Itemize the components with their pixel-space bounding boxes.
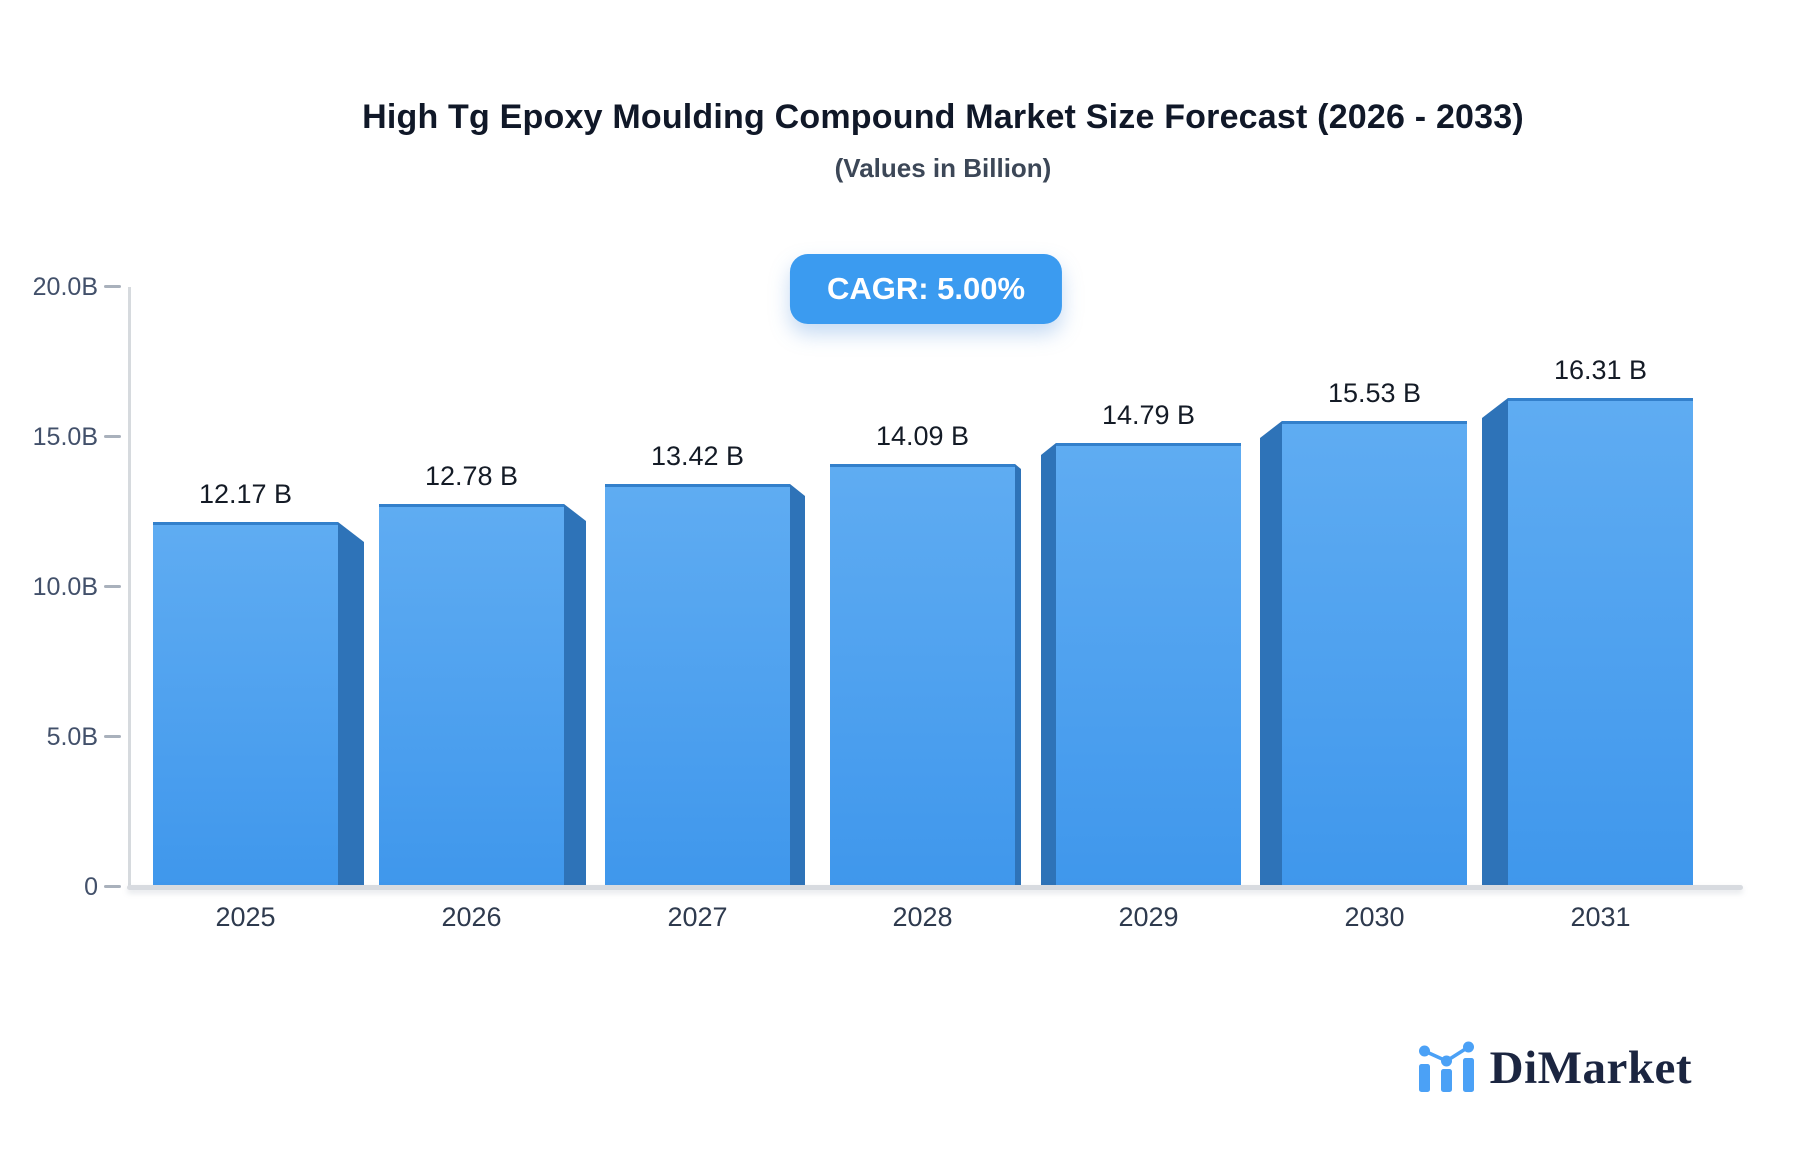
- bar-face: [830, 464, 1015, 887]
- bar-value-label: 15.53 B: [1327, 378, 1422, 408]
- dimarket-logo: DiMarket: [1415, 1040, 1692, 1096]
- bar-2029[interactable]: [1041, 443, 1241, 887]
- bar-side: [1015, 464, 1021, 887]
- bar-face: [1056, 443, 1241, 887]
- bar-side: [564, 504, 586, 887]
- logo-text: DiMarket: [1489, 1042, 1692, 1094]
- bar-2027[interactable]: [605, 484, 805, 887]
- x-axis-line: [127, 885, 1743, 890]
- x-axis-label: 2030: [1344, 902, 1405, 932]
- y-tick-label: 5.0B: [46, 723, 98, 751]
- bar-face: [605, 484, 790, 887]
- chart-title: High Tg Epoxy Moulding Compound Market S…: [362, 98, 1524, 136]
- bar-value-label: 12.78 B: [424, 461, 519, 491]
- bar-value-label: 14.79 B: [1101, 400, 1196, 430]
- bar-value-label: 14.09 B: [875, 421, 970, 451]
- bar-2030[interactable]: [1260, 421, 1467, 887]
- y-tick-label: 20.0B: [32, 273, 98, 301]
- x-axis-label: 2029: [1118, 902, 1179, 932]
- cagr-badge: CAGR: 5.00%: [789, 254, 1063, 324]
- x-axis-label: 2025: [215, 902, 276, 932]
- chart-header: High Tg Epoxy Moulding Compound Market S…: [86, 0, 1800, 184]
- y-tick-mark: [104, 585, 121, 588]
- bar-side: [790, 484, 805, 887]
- x-axis-label: 2028: [892, 902, 953, 932]
- bar-2026[interactable]: [379, 504, 586, 887]
- y-tick-label: 10.0B: [32, 573, 98, 601]
- bar-side: [1482, 398, 1508, 887]
- bar-side: [1041, 443, 1056, 887]
- x-axis-label: 2026: [441, 902, 502, 932]
- bar-2025[interactable]: [153, 522, 364, 887]
- x-axis-label: 2031: [1570, 902, 1631, 932]
- y-tick-mark: [104, 285, 121, 288]
- y-tick-label: 15.0B: [32, 423, 98, 451]
- y-axis-line: [128, 287, 131, 888]
- bar-value-label: 12.17 B: [198, 479, 293, 509]
- y-tick-mark: [104, 885, 121, 888]
- chart-subtitle: (Values in Billion): [834, 153, 1052, 183]
- bar-2031[interactable]: [1482, 398, 1693, 887]
- y-tick-mark: [104, 435, 121, 438]
- bar-2028[interactable]: [830, 464, 1021, 887]
- bar-face: [153, 522, 338, 887]
- bar-side: [1260, 421, 1282, 887]
- bar-chart-trend-icon: [1418, 1041, 1474, 1092]
- bar-face: [1508, 398, 1693, 887]
- y-tick-label: 0: [84, 873, 98, 901]
- bar-face: [379, 504, 564, 887]
- bar-value-label: 13.42 B: [650, 441, 745, 471]
- bar-value-label: 16.31 B: [1553, 355, 1648, 385]
- bar-face: [1282, 421, 1467, 887]
- y-tick-mark: [104, 735, 121, 738]
- bar-side: [338, 522, 364, 887]
- x-axis-label: 2027: [667, 902, 728, 932]
